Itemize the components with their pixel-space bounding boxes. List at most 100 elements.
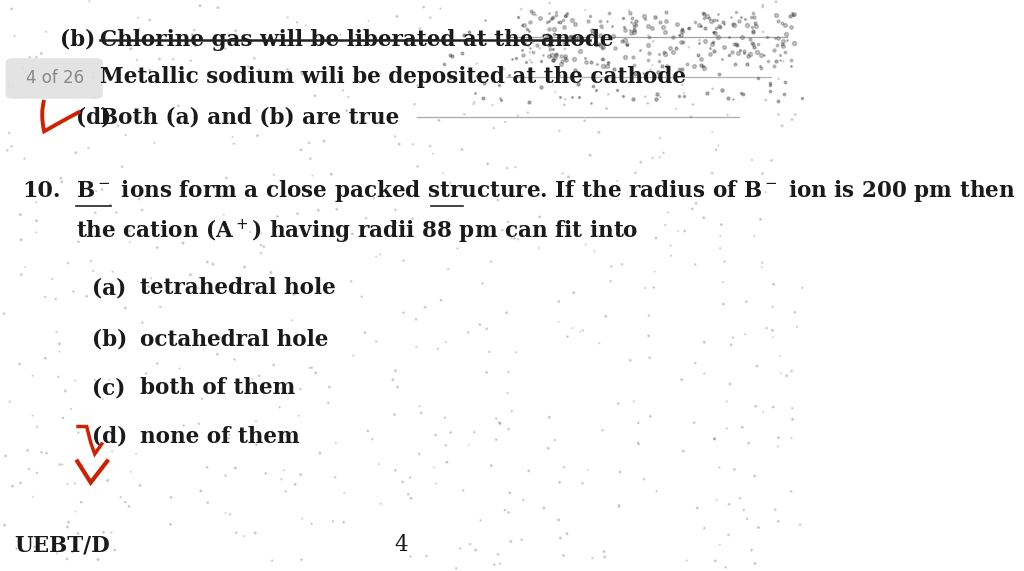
Point bbox=[582, 11, 598, 21]
Point bbox=[604, 21, 621, 30]
Point bbox=[328, 439, 344, 448]
Point bbox=[249, 131, 265, 140]
Point bbox=[639, 99, 655, 108]
Point bbox=[600, 58, 616, 67]
Point bbox=[6, 31, 23, 41]
Point bbox=[720, 110, 736, 119]
Point bbox=[477, 15, 494, 24]
Point bbox=[162, 520, 178, 529]
Point bbox=[705, 127, 721, 136]
Point bbox=[753, 50, 769, 59]
Point bbox=[580, 38, 596, 47]
Point bbox=[646, 267, 663, 276]
Point bbox=[339, 106, 355, 115]
Point bbox=[679, 187, 695, 196]
Point bbox=[253, 248, 269, 258]
Point bbox=[148, 282, 165, 291]
Point bbox=[735, 46, 752, 55]
Point bbox=[85, 72, 101, 81]
Point bbox=[503, 537, 519, 546]
Point bbox=[606, 43, 623, 53]
Point bbox=[774, 18, 791, 27]
Point bbox=[335, 86, 351, 95]
Point bbox=[668, 44, 684, 53]
Point bbox=[531, 243, 548, 252]
Point bbox=[543, 37, 559, 46]
Point bbox=[671, 30, 687, 39]
Point bbox=[744, 39, 761, 48]
Text: none of them: none of them bbox=[140, 426, 300, 448]
Point bbox=[632, 45, 648, 54]
Point bbox=[762, 79, 778, 88]
Point bbox=[475, 94, 492, 103]
Point bbox=[411, 449, 427, 459]
Point bbox=[735, 89, 752, 98]
Point bbox=[711, 463, 727, 472]
Point bbox=[87, 208, 103, 217]
Point bbox=[397, 68, 414, 77]
Point bbox=[551, 297, 567, 306]
Point bbox=[186, 26, 203, 35]
Point bbox=[174, 340, 190, 349]
Point bbox=[129, 55, 145, 65]
Point bbox=[79, 292, 95, 301]
Point bbox=[187, 41, 204, 50]
Point bbox=[663, 241, 679, 250]
Point bbox=[620, 39, 636, 49]
Point bbox=[541, 413, 557, 422]
Point bbox=[748, 401, 764, 411]
Point bbox=[304, 363, 321, 372]
Point bbox=[114, 162, 130, 171]
Point bbox=[753, 215, 769, 224]
Point bbox=[488, 414, 505, 423]
Point bbox=[745, 231, 762, 240]
Point bbox=[51, 339, 68, 348]
Point bbox=[478, 368, 495, 377]
Point bbox=[71, 428, 87, 437]
Point bbox=[792, 520, 808, 529]
Point bbox=[611, 502, 628, 512]
Point bbox=[743, 545, 760, 554]
Point bbox=[244, 374, 260, 383]
Point bbox=[639, 40, 655, 49]
Point bbox=[510, 13, 526, 22]
Point bbox=[437, 413, 454, 422]
Point bbox=[644, 154, 660, 163]
Point bbox=[697, 36, 714, 45]
Point bbox=[37, 292, 53, 301]
Point bbox=[34, 448, 50, 457]
Point bbox=[721, 500, 737, 509]
Point bbox=[744, 9, 761, 18]
Point bbox=[633, 158, 649, 167]
Point bbox=[615, 67, 632, 76]
Point bbox=[237, 262, 253, 271]
Point bbox=[646, 12, 663, 21]
Point bbox=[563, 70, 580, 79]
Point bbox=[681, 23, 697, 33]
Point bbox=[645, 37, 662, 46]
Point bbox=[783, 367, 800, 376]
Point bbox=[336, 488, 352, 497]
Point bbox=[103, 528, 120, 537]
Point bbox=[128, 449, 144, 459]
Point bbox=[521, 48, 538, 57]
Point bbox=[467, 545, 483, 554]
Point bbox=[62, 404, 79, 413]
Point bbox=[698, 89, 715, 98]
Point bbox=[725, 94, 741, 103]
Point bbox=[648, 234, 665, 243]
Point bbox=[708, 556, 724, 565]
Point bbox=[710, 141, 726, 150]
Point bbox=[0, 521, 12, 530]
Point bbox=[707, 435, 723, 444]
Point bbox=[674, 81, 690, 90]
Point bbox=[190, 419, 207, 428]
Point bbox=[75, 461, 91, 470]
Point bbox=[741, 35, 758, 44]
Point bbox=[696, 23, 713, 33]
Point bbox=[542, 41, 558, 50]
Point bbox=[602, 276, 618, 286]
Point bbox=[265, 170, 282, 179]
Point bbox=[227, 26, 244, 35]
Text: 4 of 26: 4 of 26 bbox=[26, 69, 84, 87]
